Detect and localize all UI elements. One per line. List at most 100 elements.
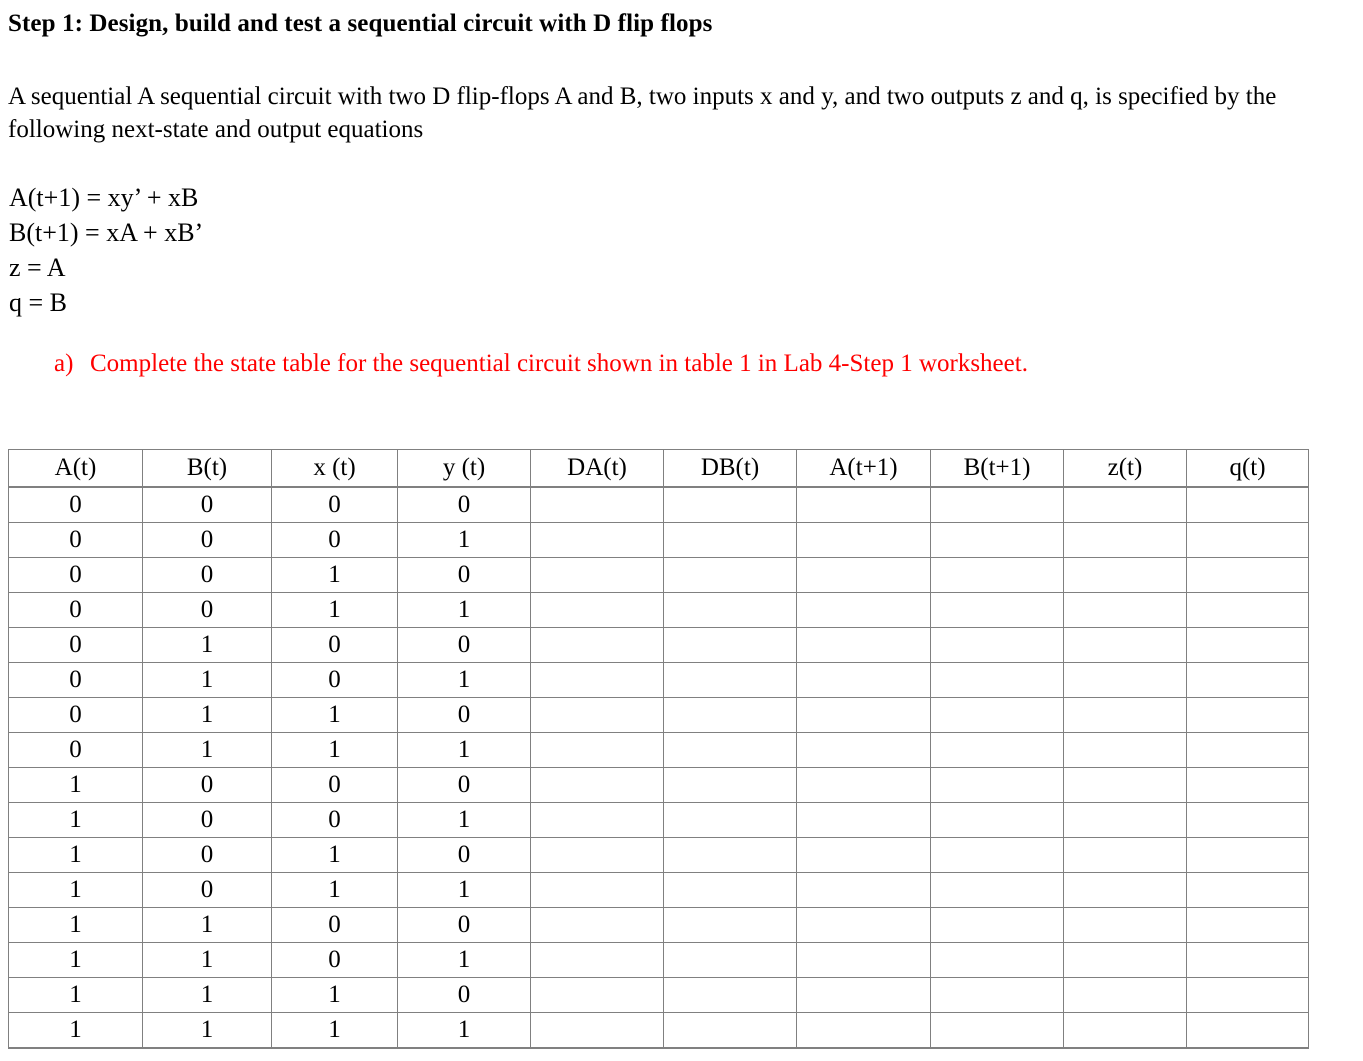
- table-cell-blank[interactable]: [1063, 662, 1187, 698]
- table-cell-blank[interactable]: [796, 837, 931, 873]
- table-cell-blank[interactable]: [1186, 662, 1309, 698]
- table-cell-blank[interactable]: [1063, 767, 1187, 803]
- table-cell-blank[interactable]: [1186, 837, 1309, 873]
- table-cell-blank[interactable]: [1186, 767, 1309, 803]
- table-cell-blank[interactable]: [1186, 486, 1309, 523]
- table-cell-blank[interactable]: [663, 592, 797, 628]
- table-cell-blank[interactable]: [930, 627, 1064, 663]
- table-cell-blank[interactable]: [530, 872, 664, 908]
- table-cell-blank[interactable]: [663, 627, 797, 663]
- table-cell-blank[interactable]: [930, 977, 1064, 1013]
- table-cell-blank[interactable]: [1063, 907, 1187, 943]
- table-cell-blank[interactable]: [530, 662, 664, 698]
- table-cell-blank[interactable]: [796, 1012, 931, 1049]
- table-cell-blank[interactable]: [930, 907, 1064, 943]
- table-cell-blank[interactable]: [796, 872, 931, 908]
- table-cell-blank[interactable]: [530, 557, 664, 593]
- table-cell-blank[interactable]: [530, 697, 664, 733]
- table-cell-blank[interactable]: [1063, 627, 1187, 663]
- table-cell-blank[interactable]: [796, 522, 931, 558]
- table-cell-blank[interactable]: [1186, 697, 1309, 733]
- table-cell-blank[interactable]: [663, 1012, 797, 1049]
- table-cell-blank[interactable]: [1063, 557, 1187, 593]
- table-cell-blank[interactable]: [796, 557, 931, 593]
- table-cell-blank[interactable]: [663, 977, 797, 1013]
- table-cell-blank[interactable]: [1063, 522, 1187, 558]
- table-cell-blank[interactable]: [930, 486, 1064, 523]
- table-cell-blank[interactable]: [663, 767, 797, 803]
- table-cell-blank[interactable]: [796, 907, 931, 943]
- table-cell-blank[interactable]: [930, 662, 1064, 698]
- table-cell-blank[interactable]: [1063, 872, 1187, 908]
- table-cell-blank[interactable]: [796, 627, 931, 663]
- table-cell-blank[interactable]: [1186, 1012, 1309, 1049]
- table-cell-blank[interactable]: [530, 732, 664, 768]
- table-cell-blank[interactable]: [1186, 977, 1309, 1013]
- equation-line-z: z = A: [9, 253, 66, 282]
- table-cell-blank[interactable]: [796, 486, 931, 523]
- table-cell-blank[interactable]: [663, 732, 797, 768]
- table-cell-blank[interactable]: [930, 592, 1064, 628]
- table-cell-blank[interactable]: [930, 942, 1064, 978]
- table-cell: 0: [271, 942, 398, 978]
- table-cell-blank[interactable]: [663, 942, 797, 978]
- table-cell-blank[interactable]: [1063, 942, 1187, 978]
- table-cell-blank[interactable]: [796, 767, 931, 803]
- table-cell-blank[interactable]: [1186, 592, 1309, 628]
- table-cell-blank[interactable]: [663, 802, 797, 838]
- table-cell-blank[interactable]: [530, 592, 664, 628]
- table-cell-blank[interactable]: [1186, 942, 1309, 978]
- table-cell-blank[interactable]: [1186, 907, 1309, 943]
- table-cell-blank[interactable]: [663, 522, 797, 558]
- table-cell-blank[interactable]: [1186, 802, 1309, 838]
- table-cell-blank[interactable]: [1063, 732, 1187, 768]
- table-cell-blank[interactable]: [1063, 1012, 1187, 1049]
- table-cell-blank[interactable]: [1063, 837, 1187, 873]
- table-cell-blank[interactable]: [530, 627, 664, 663]
- table-cell-blank[interactable]: [530, 767, 664, 803]
- table-cell-blank[interactable]: [530, 522, 664, 558]
- table-cell-blank[interactable]: [530, 907, 664, 943]
- table-cell-blank[interactable]: [796, 942, 931, 978]
- table-cell-blank[interactable]: [796, 592, 931, 628]
- table-cell-blank[interactable]: [530, 837, 664, 873]
- table-cell-blank[interactable]: [930, 697, 1064, 733]
- table-cell-blank[interactable]: [663, 872, 797, 908]
- table-cell-blank[interactable]: [1186, 522, 1309, 558]
- table-cell-blank[interactable]: [1063, 977, 1187, 1013]
- table-cell-blank[interactable]: [1063, 592, 1187, 628]
- table-cell-blank[interactable]: [930, 732, 1064, 768]
- table-cell-blank[interactable]: [796, 697, 931, 733]
- table-cell-blank[interactable]: [1063, 486, 1187, 523]
- table-cell-blank[interactable]: [530, 486, 664, 523]
- table-cell-blank[interactable]: [1063, 802, 1187, 838]
- table-cell-blank[interactable]: [663, 486, 797, 523]
- table-cell-blank[interactable]: [930, 872, 1064, 908]
- table-cell-blank[interactable]: [930, 557, 1064, 593]
- table-cell-blank[interactable]: [663, 662, 797, 698]
- table-cell-blank[interactable]: [930, 1012, 1064, 1049]
- table-cell-blank[interactable]: [663, 907, 797, 943]
- table-cell-blank[interactable]: [530, 977, 664, 1013]
- table-cell-blank[interactable]: [663, 557, 797, 593]
- table-cell-blank[interactable]: [796, 977, 931, 1013]
- table-cell-blank[interactable]: [1186, 732, 1309, 768]
- table-cell-blank[interactable]: [930, 837, 1064, 873]
- table-cell-blank[interactable]: [796, 802, 931, 838]
- table-cell-blank[interactable]: [796, 662, 931, 698]
- table-cell-blank[interactable]: [1186, 557, 1309, 593]
- table-cell-blank[interactable]: [930, 767, 1064, 803]
- table-cell-blank[interactable]: [663, 697, 797, 733]
- table-cell-blank[interactable]: [930, 522, 1064, 558]
- table-cell-blank[interactable]: [1063, 697, 1187, 733]
- table-cell-blank[interactable]: [530, 802, 664, 838]
- table-cell-blank[interactable]: [663, 837, 797, 873]
- table-cell-blank[interactable]: [930, 802, 1064, 838]
- table-cell-blank[interactable]: [1186, 872, 1309, 908]
- table-cell-blank[interactable]: [796, 732, 931, 768]
- table-cell-blank[interactable]: [530, 1012, 664, 1049]
- table-cell-blank[interactable]: [1186, 627, 1309, 663]
- table-cell-blank[interactable]: [530, 942, 664, 978]
